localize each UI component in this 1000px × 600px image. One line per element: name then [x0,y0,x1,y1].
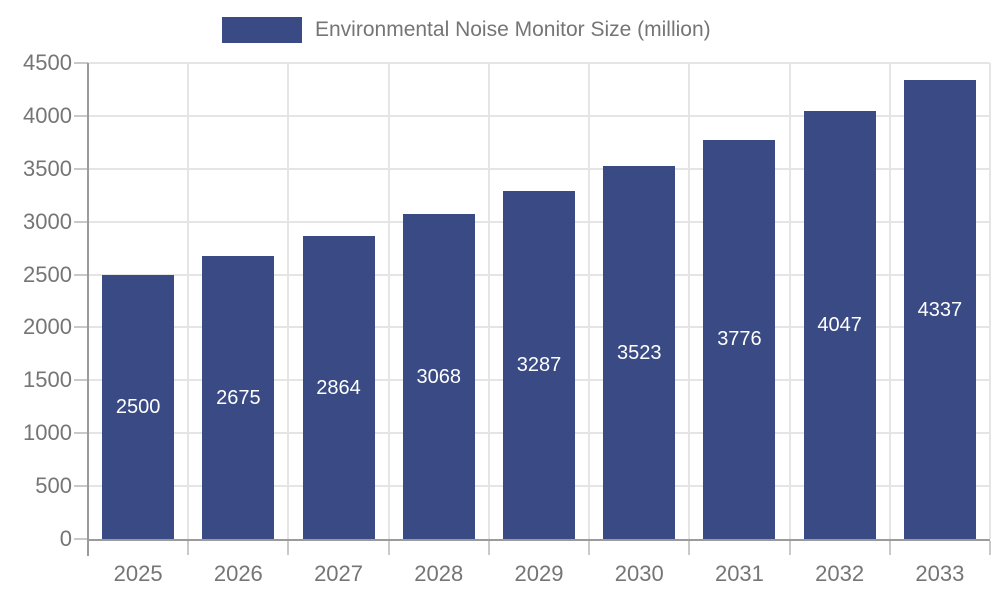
y-axis-tick [74,62,88,64]
bar-value-label: 3287 [516,354,562,377]
bar-value-label: 3776 [717,328,762,351]
x-axis-tick-label: 2029 [514,561,564,586]
gridline-horizontal [88,114,990,117]
x-axis-tick [588,541,591,555]
x-axis-tick-label: 2030 [614,561,664,586]
y-axis-tick [74,220,88,223]
x-axis-line [88,539,990,541]
bar-value-label: 4047 [817,313,862,336]
y-axis-tick-label: 2500 [23,261,72,287]
x-axis-tick [487,541,490,555]
bar-2033[interactable] [903,80,976,539]
gridline-vertical [688,63,691,539]
x-axis-tick [187,541,190,555]
legend-item[interactable]: Environmental Noise Monitor Size (millio… [222,17,711,43]
x-axis-tick-label: 2033 [915,561,965,586]
y-axis-tick-label: 1500 [23,367,72,393]
y-axis-tick [74,432,88,435]
bar-2027[interactable] [302,236,375,539]
legend-label: Environmental Noise Monitor Size (millio… [315,18,711,41]
y-axis-tick [74,326,88,329]
bar-2031[interactable] [703,139,776,539]
bar-2025[interactable] [102,274,175,539]
x-axis-tick-label: 2032 [815,561,865,586]
bar-value-label: 2500 [115,395,161,418]
bar-2028[interactable] [402,214,475,539]
x-axis-tick-label: 2027 [314,561,364,586]
y-axis-tick-label: 3500 [23,155,72,181]
bar-2026[interactable] [202,256,275,539]
x-axis-tick-label: 2031 [714,561,764,586]
y-axis-tick [74,114,88,117]
x-axis-tick-label: 2028 [414,561,464,586]
gridline-vertical [187,63,190,539]
y-axis-tick [74,538,88,540]
y-axis-tick [74,485,88,488]
y-axis-tick [74,273,88,276]
y-axis-tick-label: 0 [59,526,72,551]
y-axis-line [87,63,89,556]
bar-value-label: 3523 [616,341,662,364]
gridline-vertical [888,63,891,539]
x-axis-tick-label: 2026 [213,561,263,586]
y-axis-tick [74,167,88,170]
y-axis-tick-label: 3000 [23,208,72,234]
gridline-vertical [788,63,791,539]
legend-swatch-icon [222,17,302,43]
x-axis-tick [788,541,791,555]
gridline-vertical [287,63,290,539]
gridline-vertical [989,63,991,539]
y-axis-tick-label: 2000 [23,314,72,340]
bar-value-label: 2864 [316,376,361,399]
bar-value-label: 4337 [917,298,963,321]
bar-2030[interactable] [603,166,676,539]
gridline-horizontal [88,167,990,170]
bar-value-label: 3068 [416,365,462,388]
y-axis-tick [74,379,88,382]
x-axis-tick [387,541,390,555]
gridline-horizontal [88,62,990,64]
x-axis-tick-label: 2025 [113,561,163,586]
bar-2029[interactable] [503,191,575,539]
gridline-vertical [487,63,490,539]
gridline-vertical [387,63,390,539]
x-axis-tick [989,541,991,555]
bar-2032[interactable] [803,110,876,539]
x-axis-tick [888,541,891,555]
y-axis-tick-label: 500 [35,473,72,499]
y-axis-tick-label: 4000 [23,102,72,128]
x-axis-tick [287,541,290,555]
bar-value-label: 2675 [216,386,261,409]
y-axis-tick-label: 4500 [23,50,72,75]
y-axis-tick-label: 1000 [23,420,72,446]
x-axis-tick [688,541,691,555]
gridline-vertical [588,63,591,539]
